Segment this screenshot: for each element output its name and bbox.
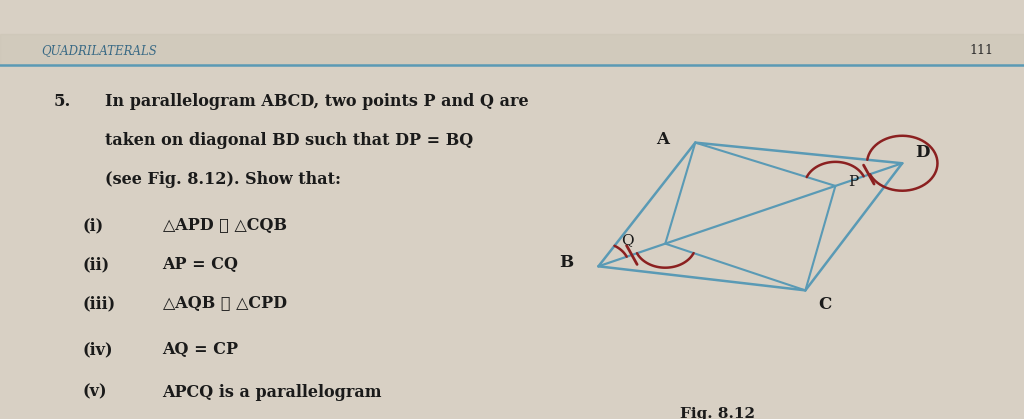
Text: AQ = CP: AQ = CP: [163, 341, 239, 358]
Bar: [0, 34, 1024, 65]
Text: (iii): (iii): [82, 295, 116, 312]
Text: AP = CQ: AP = CQ: [163, 256, 239, 273]
Text: B: B: [559, 254, 572, 272]
Text: Q: Q: [622, 233, 634, 247]
Text: 111: 111: [970, 44, 993, 57]
Text: 5.: 5.: [53, 93, 71, 110]
Text: D: D: [915, 145, 930, 161]
Text: (see Fig. 8.12). Show that:: (see Fig. 8.12). Show that:: [105, 171, 341, 188]
Text: C: C: [818, 296, 831, 313]
Text: P: P: [849, 176, 859, 189]
Text: A: A: [655, 131, 669, 147]
Text: (ii): (ii): [82, 256, 110, 273]
Text: (iv): (iv): [82, 341, 113, 358]
Text: APCQ is a parallelogram: APCQ is a parallelogram: [163, 384, 382, 401]
Text: taken on diagonal BD such that DP = BQ: taken on diagonal BD such that DP = BQ: [105, 132, 473, 149]
Text: △AQB ≅ △CPD: △AQB ≅ △CPD: [163, 295, 287, 312]
Text: In parallelogram ABCD, two points P and Q are: In parallelogram ABCD, two points P and …: [105, 93, 528, 110]
Text: (v): (v): [82, 384, 106, 401]
Text: QUADRILATERALS: QUADRILATERALS: [41, 44, 157, 57]
Text: Fig. 8.12: Fig. 8.12: [680, 407, 755, 419]
Text: (i): (i): [82, 217, 103, 234]
Text: △APD ≅ △CQB: △APD ≅ △CQB: [163, 217, 287, 234]
